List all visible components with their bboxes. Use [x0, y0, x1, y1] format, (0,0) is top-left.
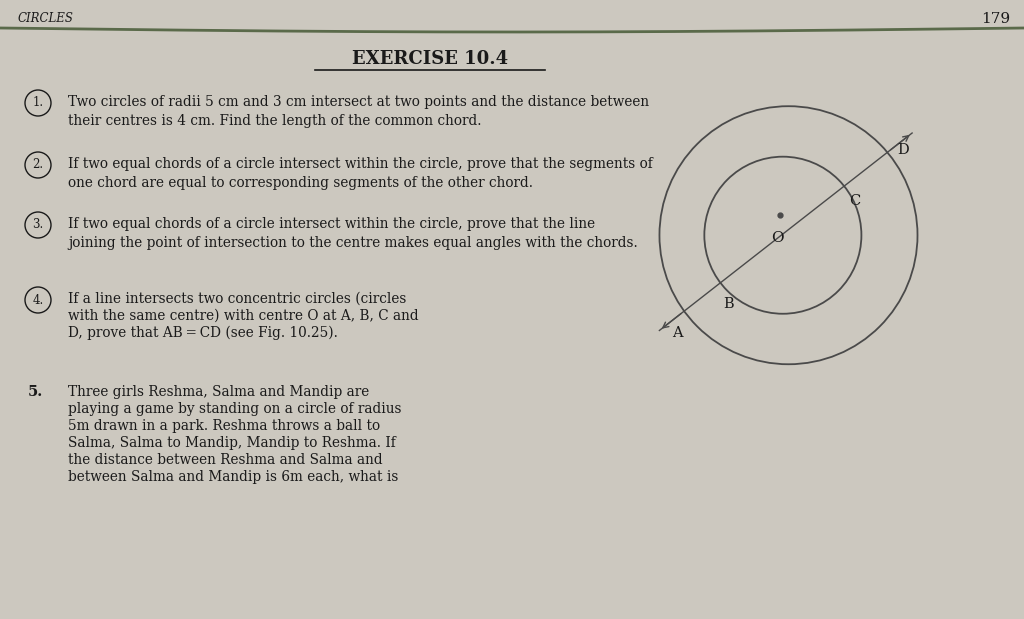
Text: 5.: 5.	[28, 385, 43, 399]
Text: If a line intersects two concentric circles (circles: If a line intersects two concentric circ…	[68, 292, 407, 306]
Text: If two equal chords of a circle intersect within the circle, prove that the line: If two equal chords of a circle intersec…	[68, 217, 638, 251]
Text: 5m drawn in a park. Reshma throws a ball to: 5m drawn in a park. Reshma throws a ball…	[68, 419, 380, 433]
Text: 3.: 3.	[33, 219, 44, 232]
Text: Salma, Salma to Mandip, Mandip to Reshma. If: Salma, Salma to Mandip, Mandip to Reshma…	[68, 436, 395, 450]
Text: Two circles of radii 5 cm and 3 cm intersect at two points and the distance betw: Two circles of radii 5 cm and 3 cm inter…	[68, 95, 649, 129]
Text: 1.: 1.	[33, 97, 44, 110]
Text: C: C	[849, 194, 860, 208]
Text: between Salma and Mandip is 6m each, what is: between Salma and Mandip is 6m each, wha…	[68, 470, 398, 484]
Text: Three girls Reshma, Salma and Mandip are: Three girls Reshma, Salma and Mandip are	[68, 385, 370, 399]
Text: B: B	[723, 297, 733, 311]
Text: EXERCISE 10.4: EXERCISE 10.4	[352, 50, 508, 68]
Text: CIRCLES: CIRCLES	[18, 12, 74, 25]
Text: O: O	[771, 231, 783, 245]
Text: the distance between Reshma and Salma and: the distance between Reshma and Salma an…	[68, 453, 383, 467]
Text: 4.: 4.	[33, 293, 44, 306]
Text: with the same centre) with centre O at A, B, C and: with the same centre) with centre O at A…	[68, 309, 419, 323]
Text: playing a game by standing on a circle of radius: playing a game by standing on a circle o…	[68, 402, 401, 416]
Text: 2.: 2.	[33, 158, 44, 171]
Text: If two equal chords of a circle intersect within the circle, prove that the segm: If two equal chords of a circle intersec…	[68, 157, 652, 191]
Text: 179: 179	[981, 12, 1010, 26]
Text: D: D	[897, 143, 909, 157]
Text: D, prove that AB = CD (see Fig. 10.25).: D, prove that AB = CD (see Fig. 10.25).	[68, 326, 338, 340]
Text: A: A	[672, 326, 683, 340]
